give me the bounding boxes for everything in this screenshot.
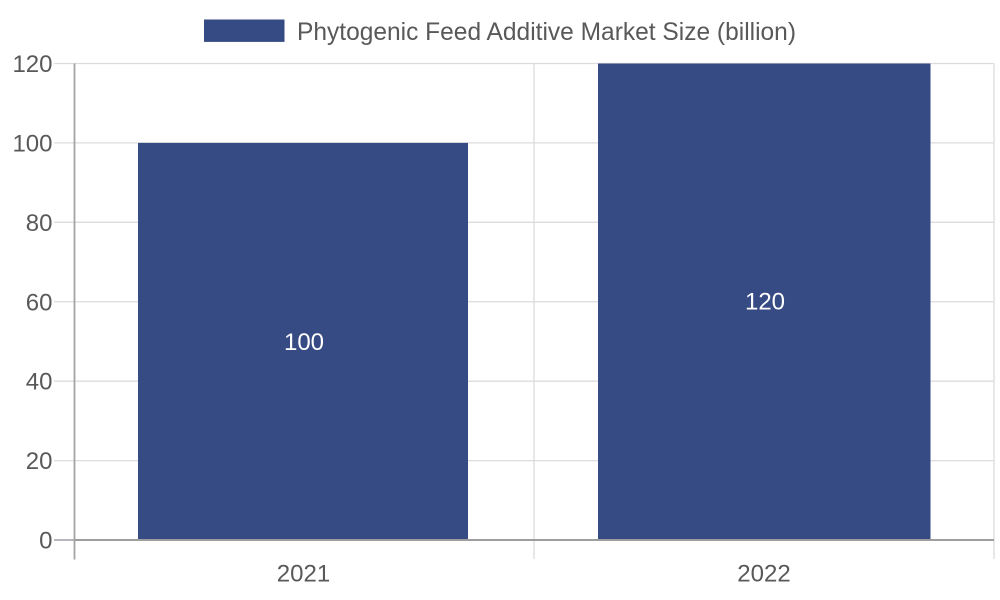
svg-text:100: 100	[12, 130, 52, 157]
svg-text:40: 40	[26, 369, 53, 396]
svg-text:120: 120	[12, 51, 52, 78]
svg-text:2022: 2022	[737, 561, 790, 588]
svg-text:0: 0	[39, 528, 52, 555]
svg-text:80: 80	[26, 210, 53, 237]
svg-text:100: 100	[284, 329, 324, 356]
svg-text:Phytogenic Feed Additive Marke: Phytogenic Feed Additive Market Size (bi…	[297, 18, 796, 46]
svg-text:60: 60	[26, 289, 53, 316]
svg-text:120: 120	[745, 289, 785, 316]
svg-text:2021: 2021	[277, 561, 330, 588]
svg-text:20: 20	[26, 448, 53, 475]
